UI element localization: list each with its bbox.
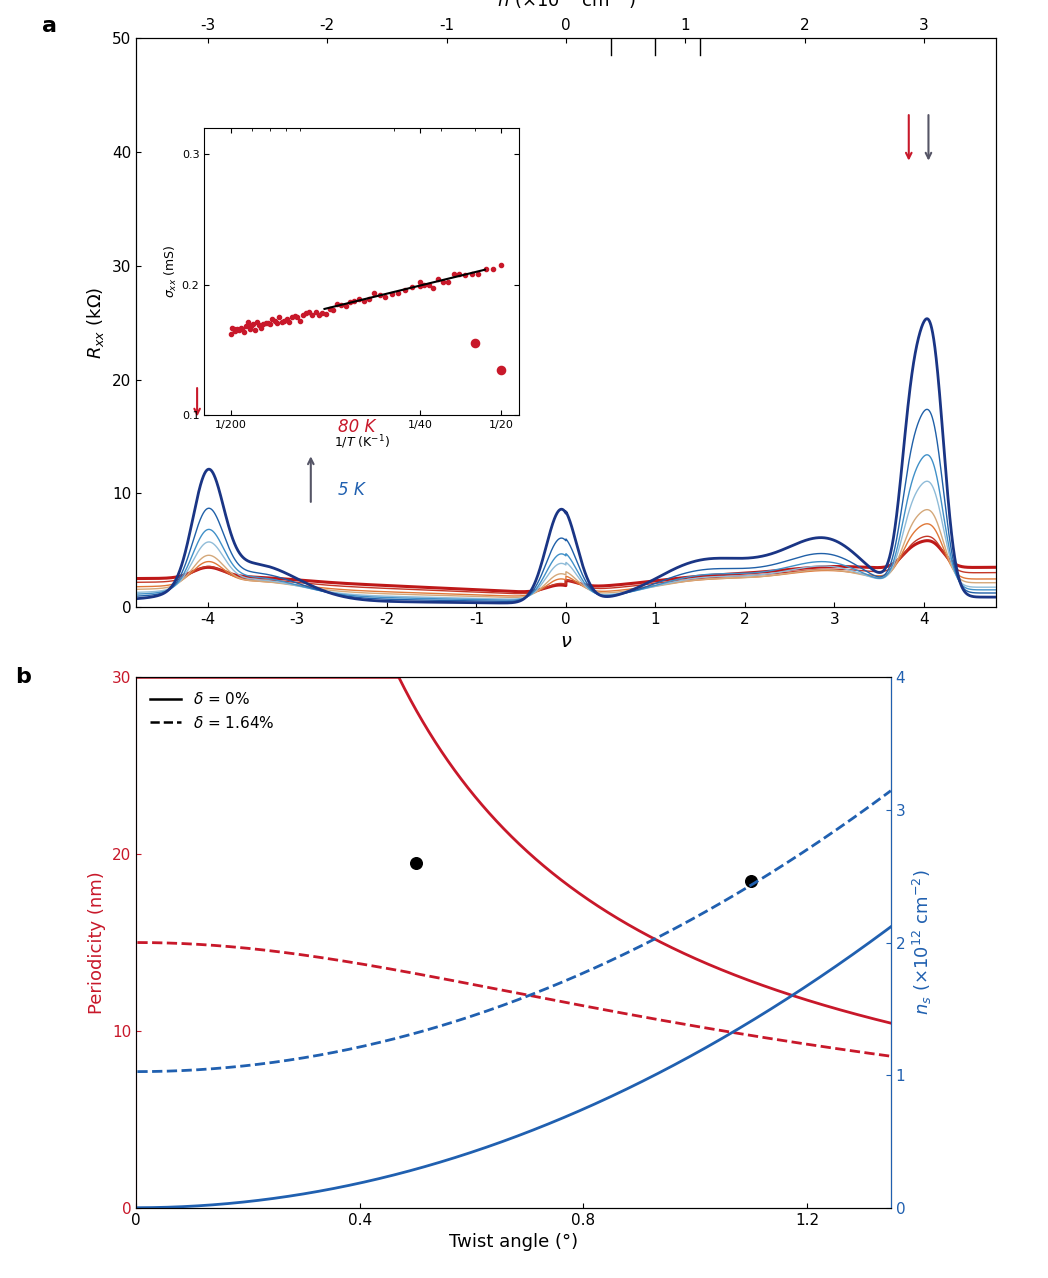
Y-axis label: $n_s$ ($\times$10$^{12}$ cm$^{-2}$): $n_s$ ($\times$10$^{12}$ cm$^{-2}$) xyxy=(911,869,934,1016)
Point xyxy=(342,293,358,313)
Point xyxy=(424,277,441,298)
Point xyxy=(346,290,363,311)
Point xyxy=(276,311,292,331)
Point xyxy=(430,270,446,290)
Point xyxy=(451,263,467,284)
Point xyxy=(412,272,429,293)
Point xyxy=(445,265,462,285)
Text: 80 K: 80 K xyxy=(337,418,375,437)
Point xyxy=(264,309,281,330)
Point xyxy=(416,275,433,295)
Point xyxy=(477,259,494,280)
X-axis label: Twist angle (°): Twist angle (°) xyxy=(449,1233,578,1251)
Point xyxy=(420,275,437,295)
Point xyxy=(351,289,368,309)
Point xyxy=(307,302,324,322)
Point xyxy=(222,323,239,344)
Point xyxy=(257,313,274,334)
Point xyxy=(262,313,279,334)
Point xyxy=(243,316,260,336)
Point xyxy=(292,312,309,332)
Text: a: a xyxy=(42,15,57,36)
Point xyxy=(493,359,509,380)
Text: 5 K: 5 K xyxy=(337,481,365,498)
Y-axis label: Periodicity (nm): Periodicity (nm) xyxy=(88,872,107,1013)
Point xyxy=(377,286,394,307)
Point xyxy=(274,312,290,332)
Point xyxy=(294,304,311,325)
Point xyxy=(304,305,321,326)
Point xyxy=(318,303,334,323)
Point xyxy=(396,280,413,300)
Point xyxy=(485,258,502,279)
Point xyxy=(457,265,474,285)
Point xyxy=(471,265,487,285)
Legend: $\delta$ = 0%, $\delta$ = 1.64%: $\delta$ = 0%, $\delta$ = 1.64% xyxy=(144,685,281,737)
Point xyxy=(284,307,301,327)
Point xyxy=(337,296,354,317)
Point xyxy=(355,290,372,311)
Point xyxy=(440,272,457,293)
Point xyxy=(249,312,266,332)
Point xyxy=(238,316,255,336)
Point xyxy=(412,275,429,295)
Point xyxy=(255,313,271,334)
Point xyxy=(270,307,287,327)
Point xyxy=(384,284,400,304)
Point xyxy=(466,334,483,354)
Point xyxy=(301,302,318,322)
Point xyxy=(289,307,306,327)
Point xyxy=(227,321,244,341)
Point xyxy=(325,300,342,321)
Y-axis label: $\sigma_{xx}$ (mS): $\sigma_{xx}$ (mS) xyxy=(162,245,179,298)
X-axis label: $1/T$ (K$^{-1}$): $1/T$ (K$^{-1}$) xyxy=(333,433,390,451)
Point xyxy=(268,312,285,332)
Point xyxy=(366,282,383,303)
Point xyxy=(245,314,262,335)
Point xyxy=(247,320,264,340)
Point xyxy=(281,312,298,332)
Point xyxy=(231,321,247,341)
Point xyxy=(279,309,296,330)
Point xyxy=(266,311,283,331)
Point xyxy=(234,318,250,339)
Point xyxy=(298,303,314,323)
Point xyxy=(371,285,388,305)
Point xyxy=(403,276,420,296)
Point xyxy=(228,318,245,339)
Point xyxy=(253,317,269,337)
Point xyxy=(329,294,346,314)
Point xyxy=(463,265,480,285)
Text: b: b xyxy=(16,667,31,686)
X-axis label: $\nu$: $\nu$ xyxy=(560,633,572,652)
Point xyxy=(236,322,253,343)
Point xyxy=(493,254,509,275)
Point xyxy=(333,295,350,316)
Point xyxy=(233,318,249,339)
Point xyxy=(239,312,256,332)
Point xyxy=(322,299,339,320)
X-axis label: $n$ ($\times$10$^{12}$ cm$^{-2}$): $n$ ($\times$10$^{12}$ cm$^{-2}$) xyxy=(497,0,635,12)
Y-axis label: $R_{xx}$ (k$\Omega$): $R_{xx}$ (k$\Omega$) xyxy=(86,286,107,359)
Point xyxy=(250,314,267,335)
Point xyxy=(225,320,242,340)
Point xyxy=(314,303,331,323)
Point xyxy=(241,318,258,339)
Point xyxy=(260,313,277,334)
Point xyxy=(435,272,452,293)
Point xyxy=(390,282,407,303)
Point xyxy=(310,305,327,326)
Point xyxy=(743,870,760,891)
Point xyxy=(361,289,377,309)
Point xyxy=(408,852,424,873)
Point xyxy=(286,307,303,327)
Point xyxy=(224,317,241,337)
